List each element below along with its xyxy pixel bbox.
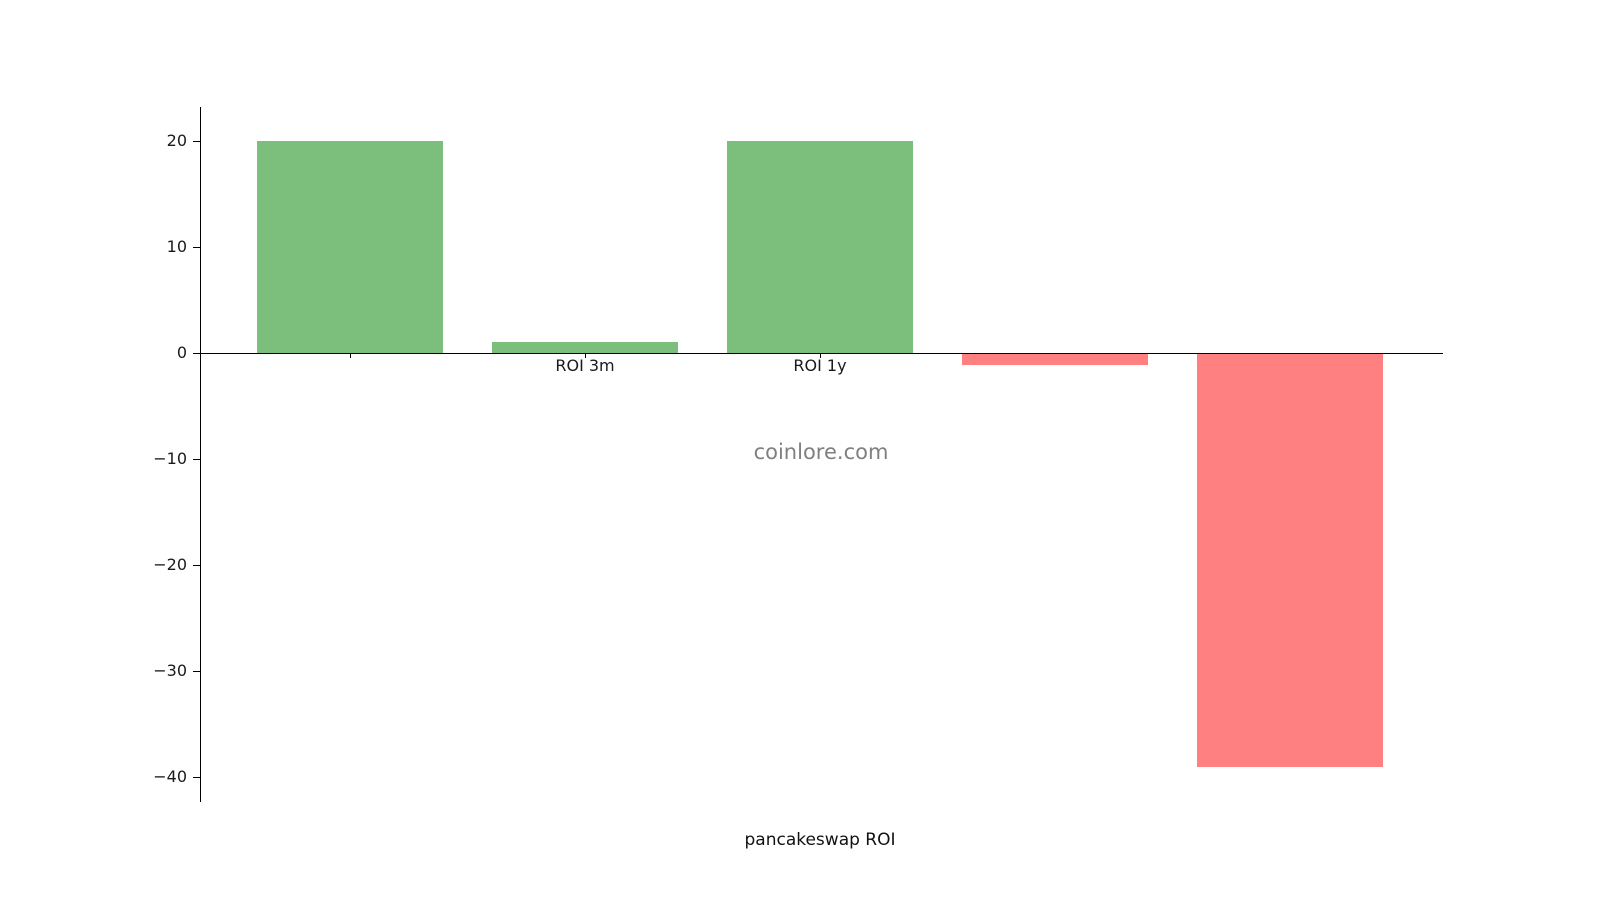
bar-category-5: [1197, 354, 1383, 768]
x-tick-2: [585, 354, 586, 358]
x-tick-3: [820, 354, 821, 358]
y-tick--30: [193, 671, 200, 672]
y-tick-label-10: 10: [166, 237, 187, 256]
x-tick-label-roi-3m: ROI 3m: [555, 356, 615, 375]
y-tick-label-20: 20: [166, 131, 187, 150]
x-tick-label-roi-1y: ROI 1y: [793, 356, 847, 375]
y-tick--40: [193, 777, 200, 778]
y-tick-0: [193, 353, 200, 354]
y-tick-20: [193, 141, 200, 142]
y-axis-spine: [200, 107, 201, 802]
bar-category-4: [962, 354, 1148, 365]
y-tick-label--10: −10: [153, 449, 187, 468]
x-axis-title: pancakeswap ROI: [744, 830, 896, 850]
y-tick-label--40: −40: [153, 767, 187, 786]
bar-category-1: [257, 141, 443, 353]
bar-roi-3m: [492, 342, 678, 353]
x-axis-line: [200, 353, 1443, 354]
y-tick-label-0: 0: [176, 343, 187, 362]
y-tick-label--20: −20: [153, 555, 187, 574]
y-tick--20: [193, 565, 200, 566]
y-tick-10: [193, 247, 200, 248]
y-tick--10: [193, 459, 200, 460]
y-tick-label--30: −30: [153, 661, 187, 680]
bar-roi-1y: [727, 141, 913, 353]
watermark-text: coinlore.com: [753, 440, 889, 464]
x-tick-1: [350, 354, 351, 358]
